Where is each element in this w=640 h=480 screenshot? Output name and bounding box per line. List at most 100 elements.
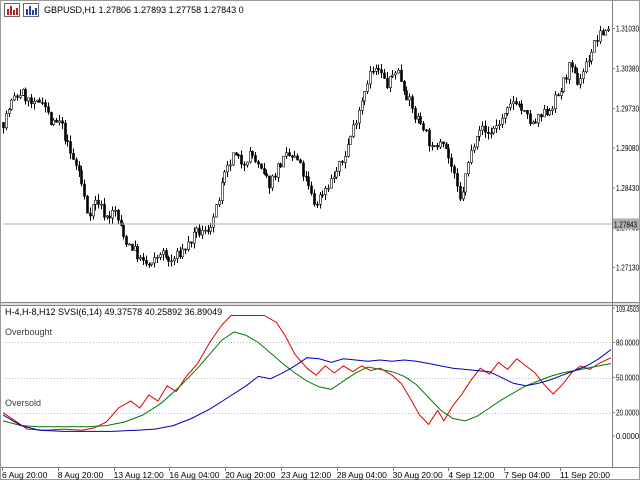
candle-body xyxy=(223,171,226,183)
candle-body xyxy=(537,114,540,124)
indicator-axis-label: 80.0000 xyxy=(616,337,639,347)
candle-body xyxy=(433,145,436,147)
candle-body xyxy=(209,227,212,232)
candle-body xyxy=(24,89,27,102)
candle-body xyxy=(75,159,78,166)
candle-body xyxy=(201,230,204,236)
time-axis-label: 7 Sep 04:00 xyxy=(504,470,550,480)
candle-body xyxy=(565,77,568,80)
candle-body xyxy=(495,125,498,129)
ohlc-readout: GBPUSD,H1 1.27806 1.27893 1.27758 1.2784… xyxy=(44,4,244,15)
indicator-chart-area[interactable] xyxy=(3,308,611,463)
candle-body xyxy=(111,210,114,219)
overbought-label: Overbought xyxy=(5,327,53,337)
candle-body xyxy=(400,69,403,82)
candle-body xyxy=(338,161,341,172)
candle-body xyxy=(274,175,277,178)
candle-body xyxy=(296,155,299,161)
candle-body xyxy=(103,203,106,218)
svsi-fast-line xyxy=(2,315,612,431)
line-chart-icon[interactable] xyxy=(23,3,39,17)
candle-body xyxy=(5,113,8,129)
candle-body xyxy=(506,107,509,114)
price-axis-label: 1.28430 xyxy=(616,183,639,193)
candle-body xyxy=(100,203,103,206)
candle-body xyxy=(310,185,313,194)
candle-body xyxy=(335,171,338,178)
candle-body xyxy=(50,112,53,125)
candle-body xyxy=(97,199,100,205)
candle-body xyxy=(139,257,142,260)
candlestick-chart-icon[interactable] xyxy=(4,3,20,17)
candle-body xyxy=(187,241,190,250)
candle-body xyxy=(44,102,47,108)
pane-separator[interactable] xyxy=(0,302,640,306)
candle-body xyxy=(263,168,266,174)
candle-body xyxy=(557,94,560,97)
candle-body xyxy=(391,74,394,77)
time-axis-label: 13 Aug 12:00 xyxy=(114,470,164,480)
candle-body xyxy=(397,69,400,74)
candle-body xyxy=(529,113,532,125)
candle-body xyxy=(579,78,582,85)
time-axis-label: 28 Aug 04:00 xyxy=(337,470,387,480)
candle-body xyxy=(596,40,599,42)
candle-body xyxy=(10,99,13,110)
price-axis-label: 1.29080 xyxy=(616,143,639,153)
candle-body xyxy=(229,164,232,167)
candle-body xyxy=(551,108,554,111)
oversold-label: Oversold xyxy=(5,398,42,408)
candle-body xyxy=(2,122,5,129)
candle-body xyxy=(324,188,327,196)
candle-body xyxy=(481,125,484,131)
candle-body xyxy=(377,68,380,70)
candle-body xyxy=(473,146,476,151)
candle-body xyxy=(450,157,453,167)
candle-body xyxy=(456,173,459,187)
price-axis-label: 1.27130 xyxy=(616,263,639,273)
candle-body xyxy=(330,178,333,189)
candle-body xyxy=(16,95,19,98)
candle-body xyxy=(204,229,207,232)
candle-body xyxy=(170,260,173,263)
candle-body xyxy=(120,219,123,226)
candle-body xyxy=(439,141,442,148)
price-axis-label: 1.29730 xyxy=(616,103,639,113)
candle-body xyxy=(249,151,252,163)
candle-body xyxy=(467,162,470,174)
svsi-mid-line xyxy=(2,331,612,428)
candle-body xyxy=(543,109,546,118)
candle-body xyxy=(55,119,58,123)
candle-body xyxy=(358,109,361,124)
candle-body xyxy=(509,103,512,108)
candle-body xyxy=(498,124,501,126)
candle-body xyxy=(347,144,350,157)
candle-body xyxy=(240,154,243,165)
candle-body xyxy=(83,183,86,197)
time-axis-label: 8 Aug 20:00 xyxy=(58,470,104,480)
candle-body xyxy=(226,164,229,173)
candle-body xyxy=(405,90,408,101)
candle-body xyxy=(582,71,585,79)
price-axis[interactable] xyxy=(613,0,640,467)
time-axis-label: 16 Aug 04:00 xyxy=(169,470,219,480)
main-chart-area[interactable] xyxy=(3,4,611,300)
candle-body xyxy=(361,100,364,111)
bid-price-tag-label: 1.27843 xyxy=(614,219,637,229)
time-axis[interactable] xyxy=(0,468,640,480)
candle-body xyxy=(313,193,316,205)
candle-body xyxy=(321,194,324,197)
time-axis-label: 6 Aug 20:00 xyxy=(2,470,48,480)
candle-body xyxy=(167,257,170,262)
candle-body xyxy=(487,132,490,135)
candle-body xyxy=(599,30,602,42)
candle-body xyxy=(453,166,456,174)
candle-body xyxy=(588,60,591,63)
candle-body xyxy=(571,62,574,68)
time-axis-label: 30 Aug 20:00 xyxy=(393,470,443,480)
candle-body xyxy=(279,163,282,168)
candle-body xyxy=(257,161,260,165)
candle-body xyxy=(534,121,537,124)
